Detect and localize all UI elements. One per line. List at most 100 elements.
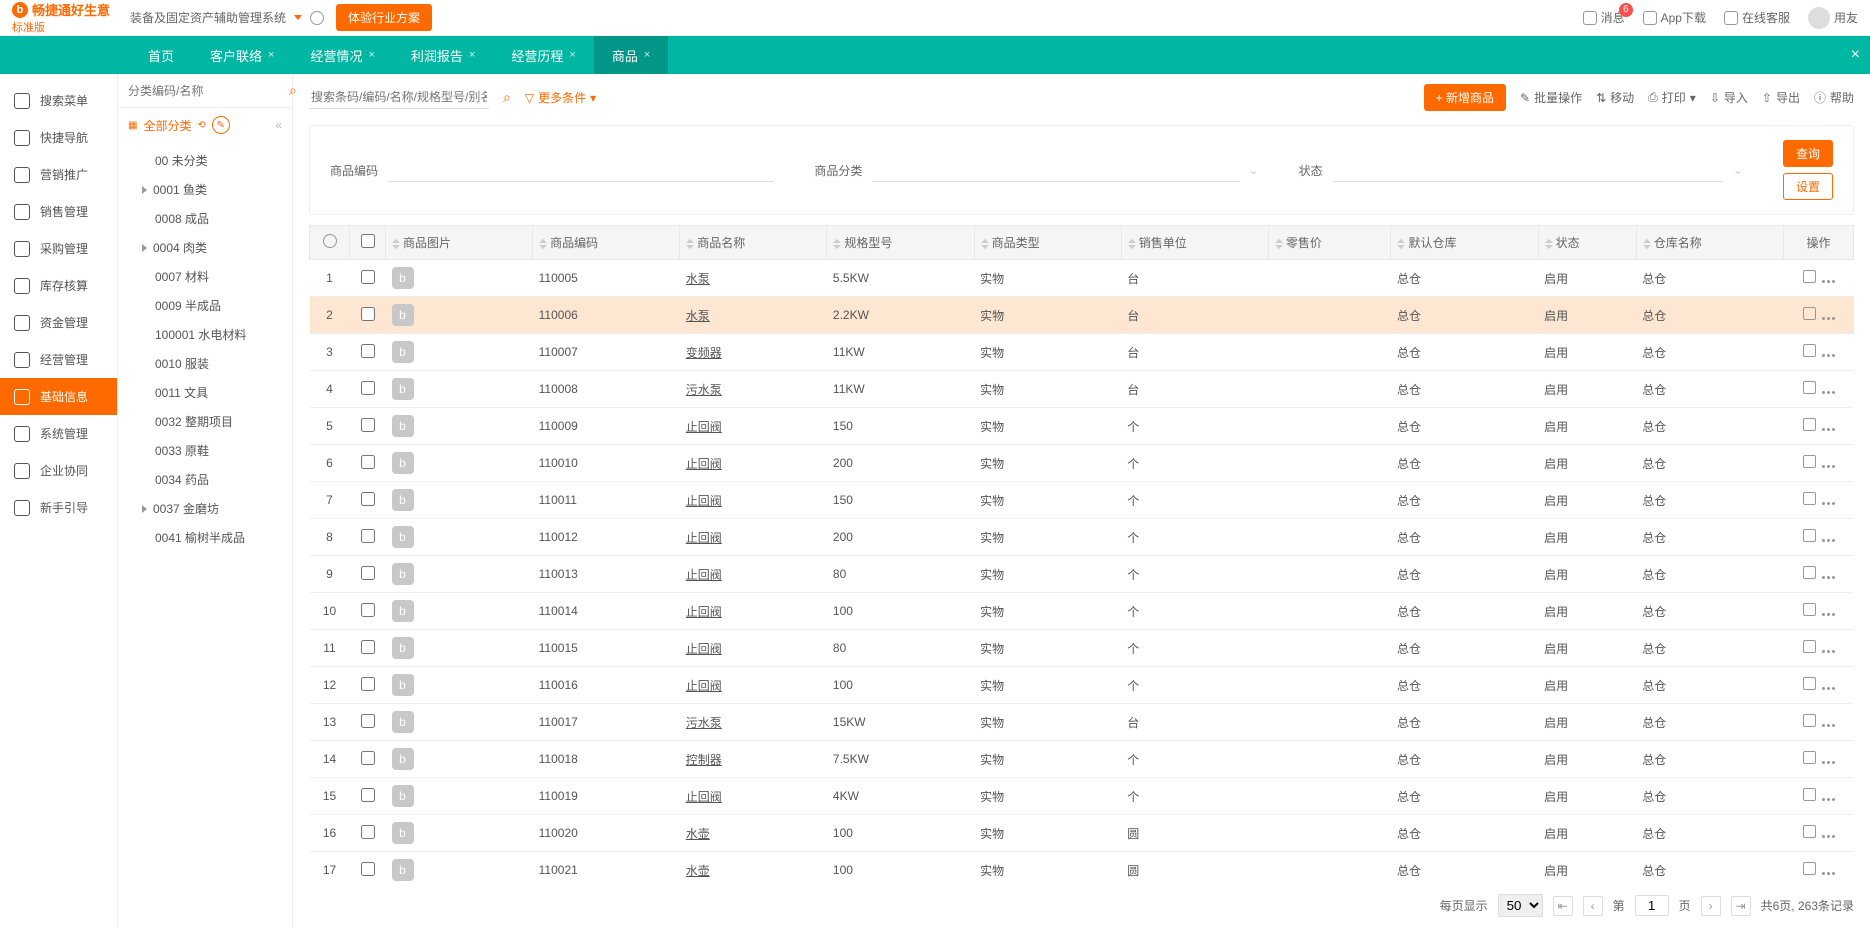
row-checkbox[interactable] bbox=[361, 825, 375, 839]
column-header[interactable]: 零售价 bbox=[1268, 226, 1391, 260]
query-button[interactable]: 查询 bbox=[1783, 140, 1833, 167]
category-item[interactable]: 00 未分类 bbox=[136, 146, 292, 175]
edit-icon[interactable] bbox=[1803, 714, 1816, 727]
system-selector[interactable]: 装备及固定资产辅助管理系统 bbox=[130, 9, 324, 26]
column-header[interactable]: 规格型号 bbox=[827, 226, 974, 260]
gear-icon[interactable] bbox=[323, 234, 337, 248]
edit-icon[interactable] bbox=[1803, 418, 1816, 431]
table-row[interactable]: 4b110008污水泵11KW实物台总仓启用总仓 bbox=[310, 371, 1854, 408]
edit-icon[interactable] bbox=[1803, 381, 1816, 394]
edit-icon[interactable] bbox=[1803, 751, 1816, 764]
table-row[interactable]: 7b110011止回阀150实物个总仓启用总仓 bbox=[310, 482, 1854, 519]
sidebar-item[interactable]: 销售管理 bbox=[0, 193, 117, 230]
edit-icon[interactable] bbox=[1803, 344, 1816, 357]
close-icon[interactable]: × bbox=[469, 49, 475, 61]
product-name-link[interactable]: 止回阀 bbox=[686, 679, 722, 693]
row-checkbox[interactable] bbox=[361, 640, 375, 654]
category-item[interactable]: 0041 榆树半成品 bbox=[136, 523, 292, 552]
table-row[interactable]: 5b110009止回阀150实物个总仓启用总仓 bbox=[310, 408, 1854, 445]
product-name-link[interactable]: 水泵 bbox=[686, 309, 710, 323]
table-row[interactable]: 9b110013止回阀80实物个总仓启用总仓 bbox=[310, 556, 1854, 593]
product-name-link[interactable]: 控制器 bbox=[686, 753, 722, 767]
category-item[interactable]: 0009 半成品 bbox=[136, 291, 292, 320]
sidebar-item[interactable]: 新手引导 bbox=[0, 489, 117, 526]
close-icon[interactable]: × bbox=[368, 49, 374, 61]
sort-icon[interactable] bbox=[1397, 239, 1405, 249]
column-header[interactable]: 商品图片 bbox=[386, 226, 533, 260]
all-categories-label[interactable]: 全部分类 bbox=[143, 117, 191, 134]
next-page-button[interactable]: › bbox=[1701, 896, 1721, 916]
edit-icon[interactable] bbox=[1803, 603, 1816, 616]
export-operation[interactable]: ⇧ 导出 bbox=[1762, 89, 1800, 106]
table-row[interactable]: 2b110006水泵2.2KW实物台总仓启用总仓 bbox=[310, 297, 1854, 334]
table-row[interactable]: 12b110016止回阀100实物个总仓启用总仓 bbox=[310, 667, 1854, 704]
column-header[interactable] bbox=[350, 226, 386, 260]
row-checkbox[interactable] bbox=[361, 455, 375, 469]
more-icon[interactable] bbox=[1822, 761, 1835, 764]
sidebar-item[interactable]: 系统管理 bbox=[0, 415, 117, 452]
edit-icon[interactable] bbox=[1803, 566, 1816, 579]
product-name-link[interactable]: 止回阀 bbox=[686, 790, 722, 804]
more-icon[interactable] bbox=[1822, 613, 1835, 616]
experience-button[interactable]: 体验行业方案 bbox=[336, 4, 432, 31]
sidebar-item[interactable]: 资金管理 bbox=[0, 304, 117, 341]
product-name-link[interactable]: 止回阀 bbox=[686, 605, 722, 619]
category-item[interactable]: 0011 文具 bbox=[136, 378, 292, 407]
row-checkbox[interactable] bbox=[361, 566, 375, 580]
edit-icon[interactable] bbox=[1803, 492, 1816, 505]
collapse-panel-button[interactable]: « bbox=[275, 118, 282, 132]
column-header[interactable]: 操作 bbox=[1784, 226, 1854, 260]
more-icon[interactable] bbox=[1822, 872, 1835, 875]
page-input[interactable] bbox=[1635, 895, 1669, 916]
product-search-input[interactable] bbox=[309, 86, 489, 109]
filter-category[interactable]: 商品分类 ⌄ bbox=[814, 158, 1258, 182]
tab-首页[interactable]: 首页 bbox=[130, 36, 192, 74]
sidebar-item[interactable]: 库存核算 bbox=[0, 267, 117, 304]
product-name-link[interactable]: 止回阀 bbox=[686, 642, 722, 656]
category-item[interactable]: 0032 整期项目 bbox=[136, 407, 292, 436]
edit-category-button[interactable]: ✎ bbox=[212, 116, 230, 134]
help-link[interactable]: ⓘ 帮助 bbox=[1814, 89, 1854, 106]
row-checkbox[interactable] bbox=[361, 492, 375, 506]
edit-icon[interactable] bbox=[1803, 825, 1816, 838]
message-link[interactable]: 消息6 bbox=[1583, 9, 1625, 26]
tab-商品[interactable]: 商品× bbox=[594, 36, 668, 74]
column-header[interactable]: 商品名称 bbox=[680, 226, 827, 260]
row-checkbox[interactable] bbox=[361, 344, 375, 358]
row-checkbox[interactable] bbox=[361, 714, 375, 728]
close-all-tabs[interactable]: × bbox=[1851, 46, 1860, 64]
more-conditions[interactable]: ▽ 更多条件 ▾ bbox=[525, 89, 596, 106]
sort-icon[interactable] bbox=[1545, 239, 1553, 249]
row-checkbox[interactable] bbox=[361, 418, 375, 432]
sidebar-item[interactable]: 基础信息 bbox=[0, 378, 117, 415]
row-checkbox[interactable] bbox=[361, 862, 375, 876]
table-row[interactable]: 10b110014止回阀100实物个总仓启用总仓 bbox=[310, 593, 1854, 630]
more-icon[interactable] bbox=[1822, 687, 1835, 690]
sidebar-item[interactable]: 快捷导航 bbox=[0, 119, 117, 156]
refresh-icon[interactable]: ⟲ bbox=[197, 120, 205, 131]
close-icon[interactable]: × bbox=[644, 49, 650, 61]
column-header[interactable]: 商品编码 bbox=[533, 226, 680, 260]
edit-icon[interactable] bbox=[1803, 677, 1816, 690]
sidebar-item[interactable]: 企业协同 bbox=[0, 452, 117, 489]
prev-page-button[interactable]: ‹ bbox=[1583, 896, 1603, 916]
table-row[interactable]: 1b110005水泵5.5KW实物台总仓启用总仓 bbox=[310, 260, 1854, 297]
edit-icon[interactable] bbox=[1803, 640, 1816, 653]
sort-icon[interactable] bbox=[1275, 239, 1283, 249]
gear-icon[interactable] bbox=[310, 11, 324, 25]
setting-button[interactable]: 设置 bbox=[1783, 173, 1833, 200]
row-checkbox[interactable] bbox=[361, 677, 375, 691]
product-name-link[interactable]: 污水泵 bbox=[686, 383, 722, 397]
column-header[interactable]: 状态 bbox=[1538, 226, 1636, 260]
row-checkbox[interactable] bbox=[361, 307, 375, 321]
category-item[interactable]: 0010 服装 bbox=[136, 349, 292, 378]
row-checkbox[interactable] bbox=[361, 270, 375, 284]
sort-icon[interactable] bbox=[1128, 239, 1136, 249]
product-name-link[interactable]: 变频器 bbox=[686, 346, 722, 360]
sidebar-item[interactable]: 营销推广 bbox=[0, 156, 117, 193]
filter-status[interactable]: 状态 ⌄ bbox=[1299, 158, 1743, 182]
more-icon[interactable] bbox=[1822, 428, 1835, 431]
sidebar-item[interactable]: 采购管理 bbox=[0, 230, 117, 267]
more-icon[interactable] bbox=[1822, 391, 1835, 394]
more-icon[interactable] bbox=[1822, 502, 1835, 505]
